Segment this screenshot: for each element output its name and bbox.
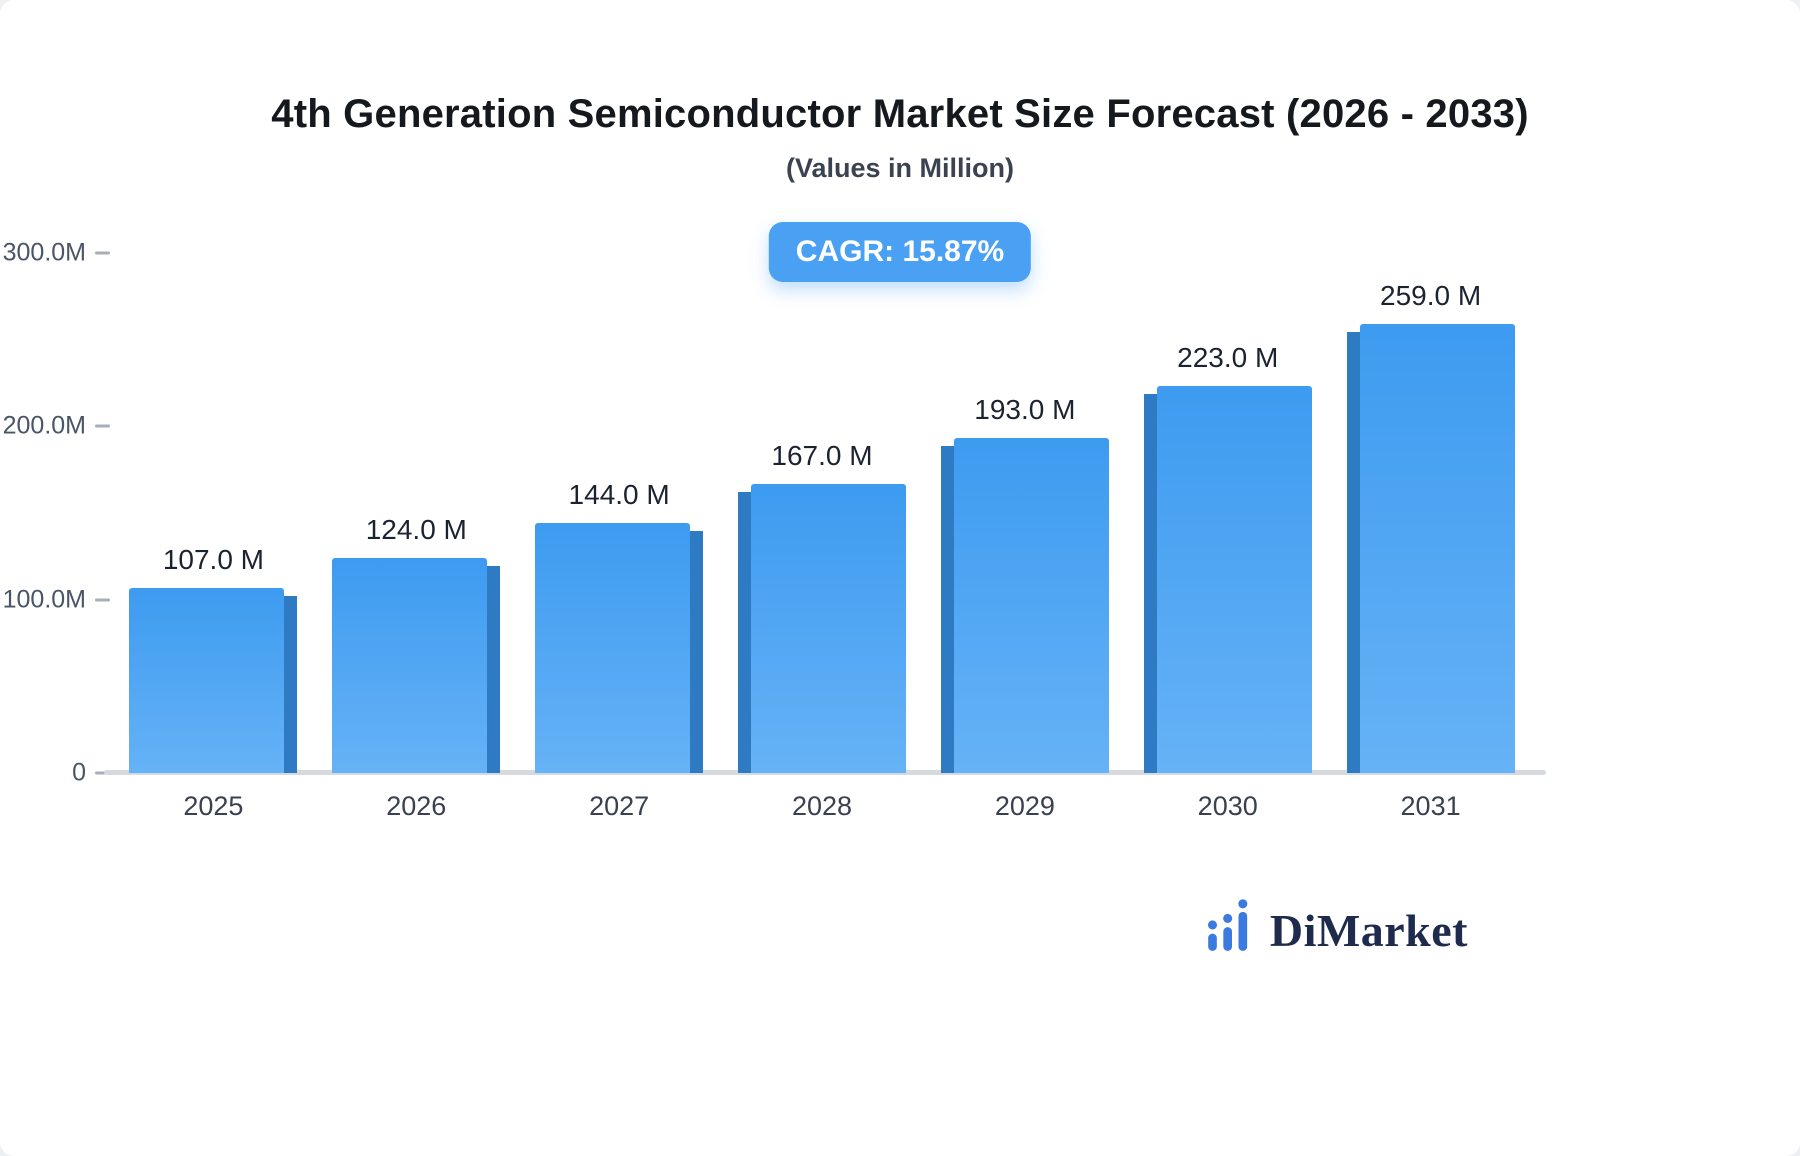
bar-value-label: 259.0 M (1379, 280, 1482, 311)
y-tick-mark (95, 598, 110, 602)
cagr-badge: CAGR: 15.87% (768, 222, 1032, 282)
bar-face (751, 484, 906, 773)
bar-group: 144.0 M 2027 (518, 253, 721, 821)
y-tick-label: 200.0M (2, 411, 86, 440)
bar-face (1359, 324, 1515, 773)
bar-group: 193.0 M 2029 (923, 253, 1126, 821)
plot-area: 107.0 M 2025 124.0 M 2026 144.0 M 2027 167.0 M… (104, 253, 1546, 821)
brand-logo: DiMarket (1206, 898, 1468, 954)
bar-side-3d (1143, 394, 1157, 773)
x-axis-category-label: 2025 (183, 791, 244, 821)
bar-side-3d (284, 596, 298, 773)
bar (738, 484, 906, 773)
bar-side-3d (690, 531, 704, 773)
bar-face (535, 523, 691, 773)
bar-chart-icon (1206, 898, 1258, 954)
brand-name: DiMarket (1269, 905, 1468, 956)
y-tick-mark (95, 424, 110, 428)
bar-side-3d (738, 492, 751, 773)
y-tick-mark (95, 771, 110, 775)
bar-value-label: 167.0 M (771, 440, 873, 471)
bar-value-label: 144.0 M (568, 479, 670, 510)
bar-group: 107.0 M 2025 (112, 253, 315, 821)
bar-value-label: 223.0 M (1177, 342, 1279, 373)
bar-series: 107.0 M 2025 124.0 M 2026 144.0 M 2027 167.0 M… (112, 253, 1532, 821)
x-axis-category-label: 2031 (1400, 791, 1461, 821)
x-axis-category-label: 2028 (791, 791, 853, 821)
bar-face (953, 438, 1109, 773)
bar-group: 124.0 M 2026 (315, 253, 518, 821)
bar (332, 558, 501, 773)
bar-face (1156, 386, 1312, 773)
chart-header: 4th Generation Semiconductor Market Size… (0, 92, 1800, 184)
y-tick-mark (95, 251, 110, 255)
x-axis-category-label: 2030 (1197, 791, 1258, 821)
chart-subtitle: (Values in Million) (785, 153, 1015, 183)
x-axis-category-label: 2027 (589, 791, 650, 821)
bar-side-3d (1346, 332, 1360, 773)
y-axis: 300.0M 200.0M 100.0M 0 (3, 239, 112, 787)
y-tick-label: 300.0M (2, 238, 86, 267)
bar-group: 167.0 M 2028 (721, 253, 924, 821)
chart-title: 4th Generation Semiconductor Market Size… (271, 92, 1529, 136)
x-axis-category-label: 2029 (994, 791, 1055, 821)
bar-group: 259.0 M 2031 (1329, 253, 1532, 821)
bar-side-3d (487, 566, 501, 773)
bar (940, 438, 1109, 773)
bar-value-label: 193.0 M (974, 394, 1076, 425)
bar-value-label: 124.0 M (365, 514, 467, 545)
bar-side-3d (940, 446, 954, 773)
bar (1346, 324, 1515, 773)
bar-chart: 300.0M 200.0M 100.0M 0 107.0 M 2025 124.0 M 20… (3, 239, 1546, 821)
y-tick-label: 100.0M (2, 585, 86, 614)
bar (535, 523, 704, 773)
y-tick-label: 0 (72, 758, 86, 787)
bar-face (332, 558, 488, 773)
x-axis-category-label: 2026 (386, 791, 447, 821)
bar-face (129, 588, 285, 773)
bar-value-label: 107.0 M (162, 544, 265, 575)
bar (1143, 386, 1312, 773)
bar (129, 588, 298, 773)
bar-group: 223.0 M 2030 (1126, 253, 1329, 821)
